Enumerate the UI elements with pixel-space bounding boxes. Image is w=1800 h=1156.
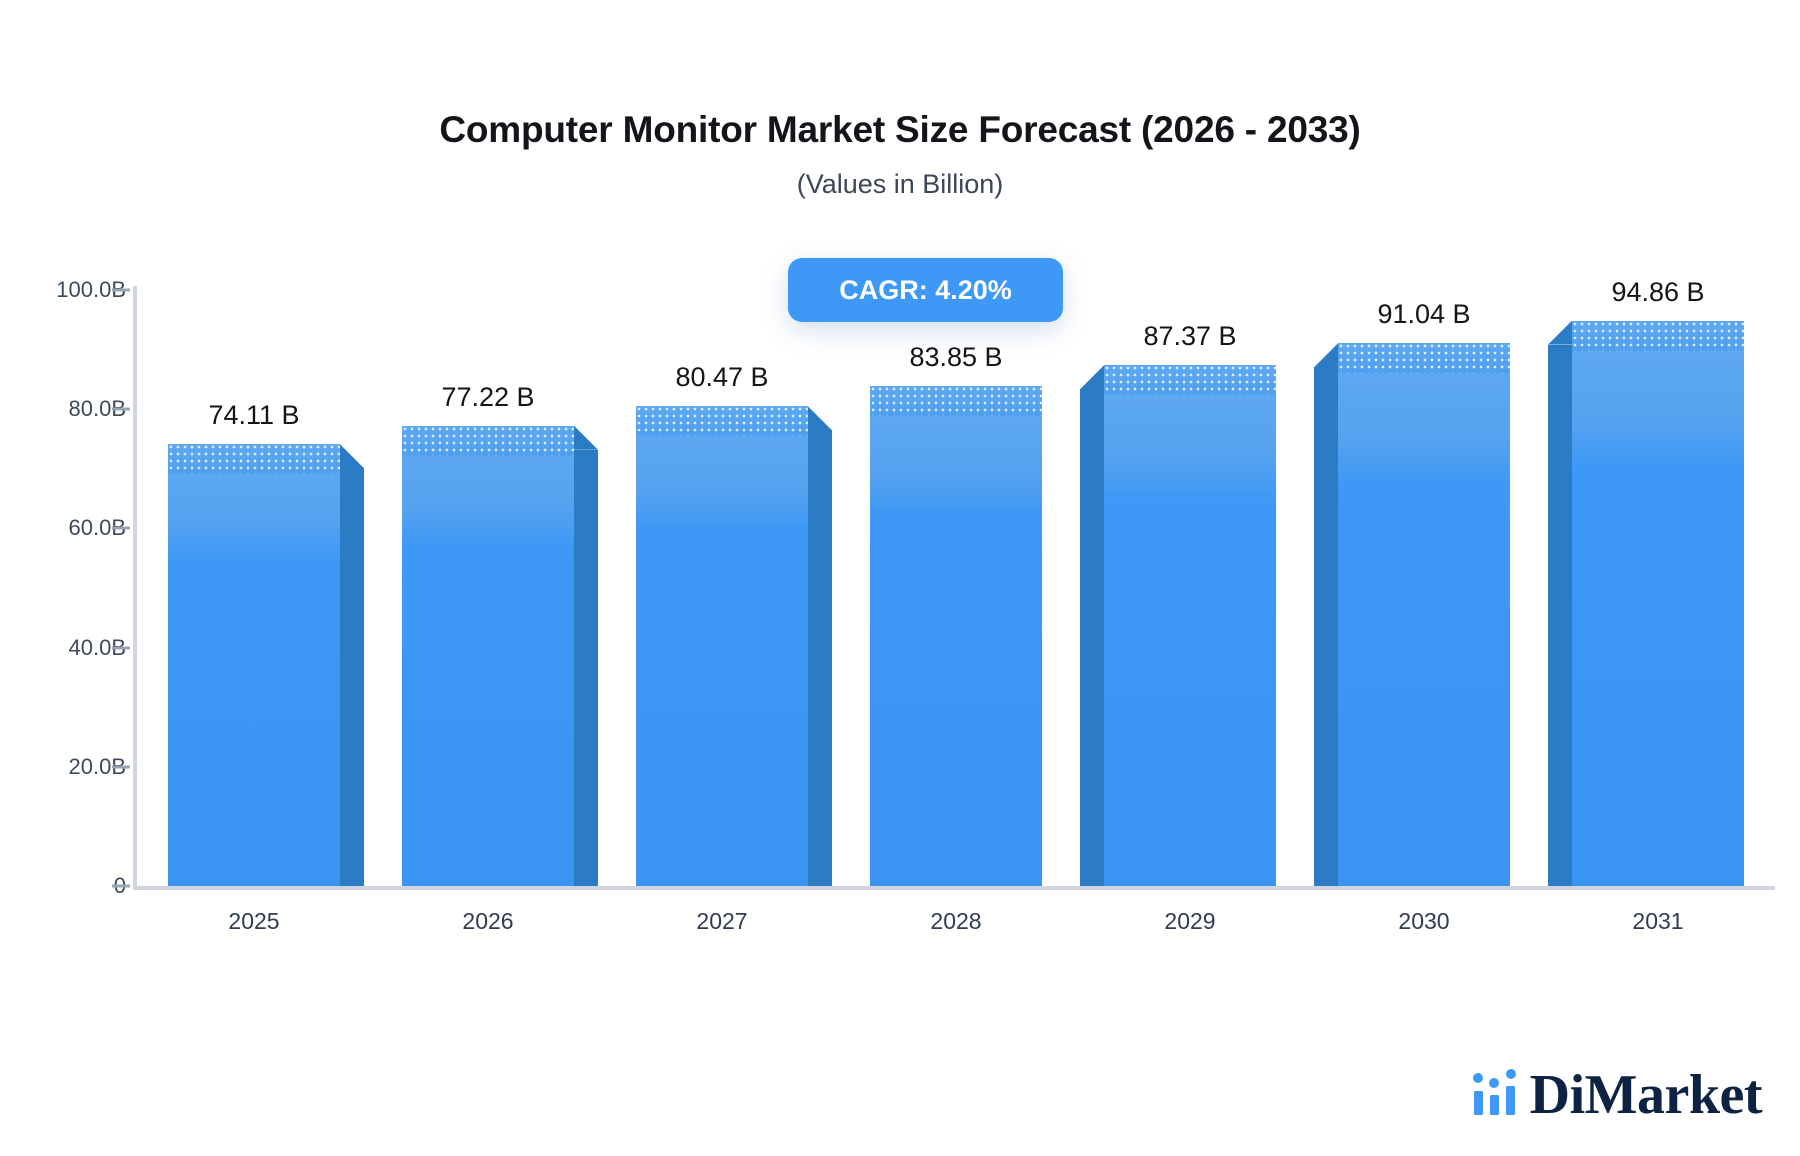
bar-top-bevel bbox=[1314, 343, 1338, 368]
y-axis-line bbox=[133, 286, 137, 888]
bar[interactable]: 94.86 B bbox=[1548, 277, 1744, 886]
bar[interactable]: 87.37 B bbox=[1080, 321, 1276, 886]
y-axis-tick-label: 0 bbox=[0, 873, 126, 899]
logo-text: DiMarket bbox=[1529, 1064, 1763, 1126]
bar-top-bevel bbox=[574, 425, 598, 450]
bar-value-label: 94.86 B bbox=[1611, 276, 1705, 307]
bar-top-bevel bbox=[1548, 320, 1572, 345]
y-axis-tick-mark bbox=[112, 288, 130, 292]
x-axis-tick-label: 2030 bbox=[1398, 908, 1450, 934]
bar-value-label: 74.11 B bbox=[208, 400, 300, 431]
bar-side-face bbox=[574, 449, 598, 886]
bar-side-face bbox=[1548, 344, 1572, 886]
x-axis-tick-label: 2028 bbox=[930, 908, 982, 934]
chart-subtitle: (Values in Billion) bbox=[796, 169, 1004, 200]
dimarket-logo: DiMarket bbox=[1472, 1064, 1763, 1126]
x-axis-line bbox=[133, 886, 1775, 890]
y-axis-tick-mark bbox=[112, 646, 130, 650]
y-axis-tick-mark bbox=[112, 765, 130, 769]
bar[interactable]: 83.85 B bbox=[870, 342, 1042, 886]
bar-value-label: 91.04 B bbox=[1377, 299, 1471, 330]
bar-value-label: 77.22 B bbox=[441, 381, 535, 412]
bar-top-bevel bbox=[808, 406, 832, 431]
bar-front-face bbox=[402, 425, 574, 886]
bar[interactable]: 91.04 B bbox=[1314, 299, 1510, 886]
x-axis-tick-label: 2031 bbox=[1632, 908, 1684, 934]
y-axis-tick-mark bbox=[112, 526, 130, 530]
bar-value-label: 87.37 B bbox=[1143, 321, 1237, 352]
bar-front-face bbox=[1104, 365, 1276, 886]
bar[interactable]: 80.47 B bbox=[636, 362, 832, 886]
y-axis-tick-label: 60.0B bbox=[68, 515, 127, 541]
y-axis-tick-label: 100.0B bbox=[56, 277, 126, 302]
bar[interactable]: 74.11 B bbox=[168, 400, 364, 886]
bar-top-bevel bbox=[1080, 365, 1104, 390]
bar-front-face bbox=[870, 386, 1042, 886]
y-axis-tick-label: 20.0B bbox=[68, 753, 127, 779]
y-axis-tick-mark bbox=[112, 884, 130, 888]
y-axis-tick-label: 80.0B bbox=[68, 396, 127, 422]
bar-front-face bbox=[1338, 343, 1510, 886]
bar-side-face bbox=[808, 430, 832, 886]
y-axis-tick-mark bbox=[112, 407, 130, 411]
cagr-badge: CAGR: 4.20% bbox=[788, 258, 1063, 322]
x-axis-tick-label: 2029 bbox=[1164, 908, 1216, 934]
y-axis-tick-label: 40.0B bbox=[68, 634, 127, 660]
bar-value-label: 80.47 B bbox=[675, 362, 769, 393]
bar-front-face bbox=[636, 406, 808, 886]
bar-side-face bbox=[1080, 389, 1104, 886]
bar-chart-icon bbox=[1472, 1068, 1518, 1122]
x-axis-tick-label: 2025 bbox=[228, 908, 280, 934]
bar-front-face bbox=[168, 444, 340, 886]
bar-value-label: 83.85 B bbox=[909, 342, 1003, 373]
page-title: Computer Monitor Market Size Forecast (2… bbox=[439, 109, 1361, 150]
x-axis-tick-label: 2026 bbox=[462, 908, 514, 934]
bar[interactable]: 77.22 B bbox=[402, 382, 598, 886]
bar-front-face bbox=[1572, 320, 1744, 886]
bar-side-face bbox=[1314, 367, 1338, 886]
bar-side-face bbox=[340, 468, 364, 886]
bar-top-bevel bbox=[340, 444, 364, 469]
x-axis-tick-label: 2027 bbox=[696, 908, 748, 934]
title-block: Computer Monitor Market Size Forecast (2… bbox=[0, 108, 1800, 201]
